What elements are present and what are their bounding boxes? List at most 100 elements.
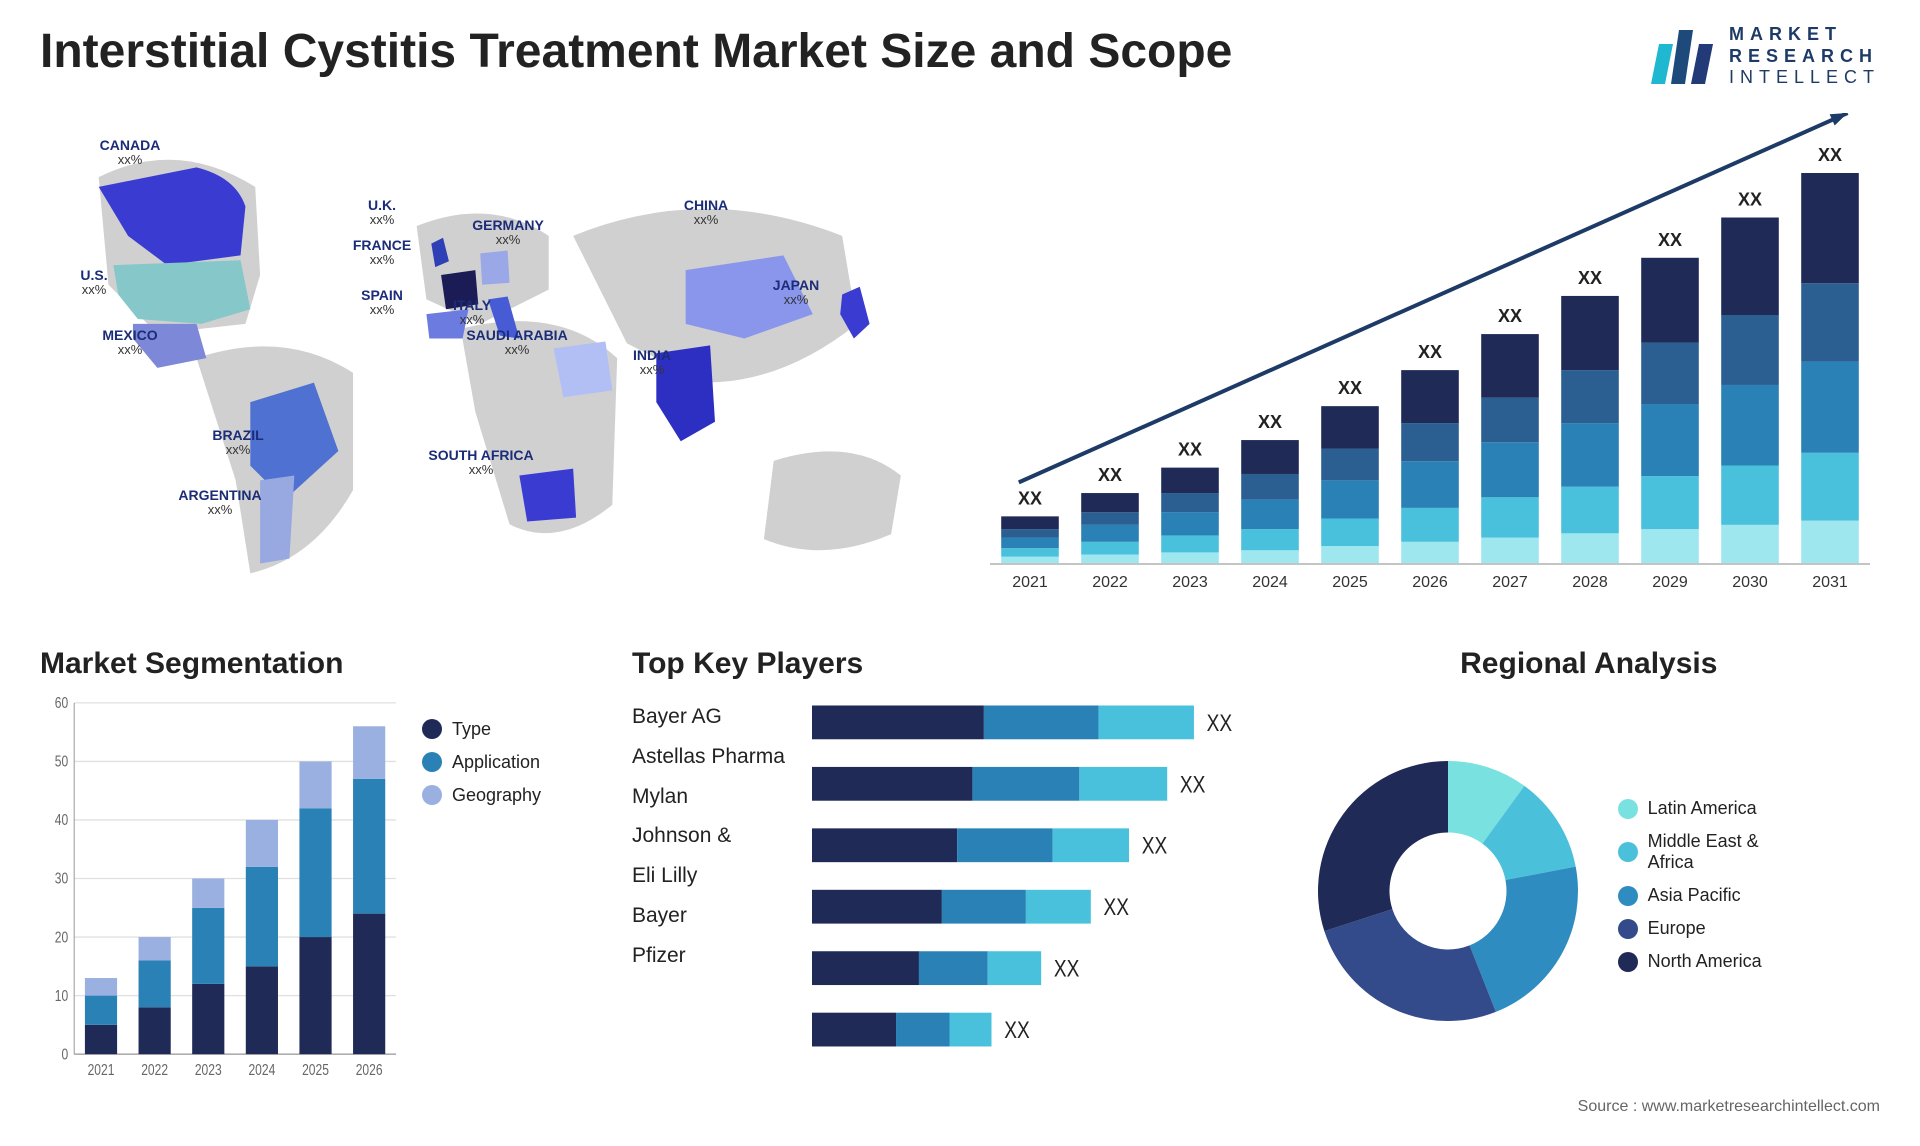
main-bar-seg — [1241, 499, 1299, 529]
seg-bar — [192, 908, 224, 984]
map-label-germany: GERMANYxx% — [472, 218, 544, 248]
legend-dot-icon — [1618, 842, 1638, 862]
main-bar-seg — [1721, 525, 1779, 563]
player-bar-seg — [896, 1012, 949, 1046]
main-bar-seg — [1481, 397, 1539, 442]
svg-text:0: 0 — [61, 1045, 68, 1063]
logo-line-2: RESEARCH — [1729, 46, 1880, 68]
main-bar-seg — [1401, 508, 1459, 542]
main-bar-seg — [1081, 554, 1139, 562]
players-chart: XXXXXXXXXXXX — [812, 695, 1258, 1088]
player-bar-value: XX — [1142, 833, 1167, 859]
donut-slice — [1318, 761, 1448, 931]
map-label-argentina: ARGENTINAxx% — [178, 488, 261, 518]
main-bar-seg — [1321, 480, 1379, 518]
map-label-canada: CANADAxx% — [100, 138, 161, 168]
player-bar-seg — [957, 828, 1052, 862]
main-bar-value: XX — [1818, 145, 1842, 165]
brand-logo: MARKET RESEARCH INTELLECT — [1647, 24, 1880, 89]
main-bar-seg — [1801, 361, 1859, 452]
map-label-japan: JAPANxx% — [773, 278, 819, 308]
main-bar-seg — [1481, 334, 1539, 398]
svg-text:50: 50 — [55, 752, 69, 770]
svg-text:2021: 2021 — [88, 1060, 115, 1078]
main-bar-value: XX — [1338, 378, 1362, 398]
country-argentina — [260, 475, 294, 563]
main-growth-chart: XX2021XX2022XX2023XX2024XX2025XX2026XX20… — [980, 113, 1880, 613]
svg-text:20: 20 — [55, 927, 69, 945]
seg-bar — [246, 966, 278, 1054]
player-bar-seg — [1026, 890, 1091, 924]
seg-bar — [299, 761, 331, 808]
main-bar-seg — [1161, 512, 1219, 535]
main-bar-year: 2028 — [1572, 574, 1608, 591]
map-label-france: FRANCExx% — [353, 238, 411, 268]
player-bar-value: XX — [1180, 771, 1205, 797]
player-bar-value: XX — [1207, 710, 1232, 736]
logo-mark — [1647, 24, 1717, 88]
main-bar-seg — [1241, 550, 1299, 563]
svg-text:2025: 2025 — [302, 1060, 329, 1078]
segmentation-chart: 0102030405060202120222023202420252026 — [40, 695, 402, 1088]
donut-slice — [1324, 909, 1495, 1021]
player-bar-seg — [919, 951, 988, 985]
seg-bar — [246, 867, 278, 967]
main-bar-seg — [1801, 173, 1859, 283]
main-bar-seg — [1721, 217, 1779, 315]
player-bar-seg — [1098, 705, 1193, 739]
seg-bar — [139, 937, 171, 960]
main-bar-value: XX — [1738, 189, 1762, 209]
main-bar-seg — [1481, 442, 1539, 497]
main-bar-value: XX — [1498, 306, 1522, 326]
main-bar-year: 2027 — [1492, 574, 1528, 591]
map-label-south-africa: SOUTH AFRICAxx% — [428, 448, 533, 478]
seg-bar — [85, 995, 117, 1024]
player-bar-seg — [812, 1012, 896, 1046]
country-germany — [480, 250, 509, 284]
main-bar-value: XX — [1178, 439, 1202, 459]
main-bar-seg — [1321, 448, 1379, 480]
seg-bar — [353, 913, 385, 1054]
main-bar-year: 2024 — [1252, 574, 1288, 591]
main-bar-value: XX — [1658, 230, 1682, 250]
world-map: CANADAxx%U.S.xx%MEXICOxx%BRAZILxx%ARGENT… — [40, 113, 940, 613]
svg-text:10: 10 — [55, 986, 69, 1004]
main-bar-seg — [1561, 423, 1619, 487]
player-bar-value: XX — [1004, 1017, 1029, 1043]
main-bar-seg — [1321, 546, 1379, 563]
player-bar-seg — [972, 767, 1079, 801]
svg-text:2023: 2023 — [195, 1060, 222, 1078]
seg-bar — [85, 978, 117, 996]
seg-bar — [299, 808, 331, 937]
regional-donut — [1298, 741, 1598, 1041]
source-text: Source : www.marketresearchintellect.com — [40, 1098, 1880, 1116]
player-name: Bayer — [632, 896, 802, 936]
seg-bar — [353, 779, 385, 914]
main-bar-seg — [1401, 423, 1459, 461]
main-bar-seg — [1161, 552, 1219, 563]
main-bar-seg — [1481, 497, 1539, 537]
player-name: Johnson & — [632, 816, 802, 856]
legend-dot-icon — [422, 785, 442, 805]
map-label-saudi-arabia: SAUDI ARABIAxx% — [466, 328, 567, 358]
player-bar-seg — [812, 890, 942, 924]
main-bar-seg — [1161, 493, 1219, 512]
main-bar-year: 2029 — [1652, 574, 1688, 591]
region-legend-item: Latin America — [1618, 798, 1798, 819]
seg-legend-item: Type — [422, 719, 592, 740]
svg-text:2026: 2026 — [356, 1060, 383, 1078]
map-label-china: CHINAxx% — [684, 198, 728, 228]
seg-bar — [246, 820, 278, 867]
main-bar-year: 2030 — [1732, 574, 1768, 591]
main-bar-seg — [1081, 493, 1139, 512]
main-bar-seg — [1641, 529, 1699, 563]
main-bar-seg — [1321, 518, 1379, 546]
region-legend-item: Middle East & Africa — [1618, 831, 1798, 873]
main-bar-year: 2025 — [1332, 574, 1368, 591]
page-title: Interstitial Cystitis Treatment Market S… — [40, 24, 1232, 79]
legend-dot-icon — [1618, 952, 1638, 972]
players-namelist: Bayer AGAstellas PharmaMylanJohnson &Eli… — [632, 695, 802, 1088]
main-bar-value: XX — [1578, 268, 1602, 288]
player-bar-seg — [942, 890, 1026, 924]
player-bar-value: XX — [1104, 894, 1129, 920]
